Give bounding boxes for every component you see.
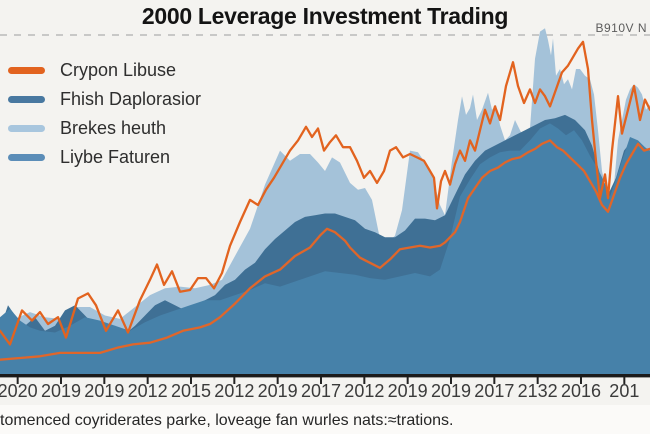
line-series bbox=[0, 40, 650, 346]
x-axis-tick-label: 2019 bbox=[430, 381, 472, 401]
legend-swatch-icon bbox=[8, 154, 45, 161]
chart-legend: Crypon Libuse Fhish Daplorasior Brekes heu… bbox=[8, 56, 201, 172]
x-axis-tick-label: 2016 bbox=[560, 381, 602, 401]
x-axis-labels: 2020 2019 2019 2012 2015 2012 2019 2017 2012 2019… bbox=[0, 381, 650, 405]
x-axis-tick-label: 2019 bbox=[84, 381, 125, 401]
x-axis-tick-label: 2017 bbox=[474, 381, 515, 401]
x-axis-tick-label: 2015 bbox=[170, 381, 212, 401]
bottom-caption: tomenced coyriderates parke, loveage fan… bbox=[0, 412, 454, 429]
legend-item-2: Fhish Daplorasior bbox=[8, 85, 201, 114]
caption-strip bbox=[0, 405, 650, 434]
x-axis-tick-label: 2020 bbox=[0, 381, 38, 401]
x-axis-tick-label: 2017 bbox=[300, 381, 342, 401]
legend-swatch-icon bbox=[8, 125, 45, 132]
x-axis-tick-label: 201 bbox=[609, 381, 640, 401]
x-axis-tick-label: 2012 bbox=[127, 381, 168, 401]
legend-item-3: Brekes heuth bbox=[8, 114, 201, 143]
x-axis-tick-label: 2012 bbox=[214, 381, 255, 401]
legend-label: Crypon Libuse bbox=[60, 60, 177, 80]
x-axis-tick-label: 2019 bbox=[257, 381, 298, 401]
x-axis-tick-label: 2012 bbox=[344, 381, 385, 401]
chart-title: 2000 Leverage Investment Trading bbox=[141, 3, 509, 29]
legend-label: Liybe Faturen bbox=[60, 147, 171, 167]
legend-label: Fhish Daplorasior bbox=[60, 89, 202, 109]
x-axis-tick-label: 2019 bbox=[40, 381, 82, 401]
legend-item-1: Crypon Libuse bbox=[8, 56, 201, 85]
x-axis-tick-label: 2019 bbox=[387, 381, 428, 401]
x-axis-tick-label: 2132 bbox=[517, 381, 558, 401]
line-series bbox=[0, 139, 650, 361]
area-series bbox=[0, 123, 650, 376]
legend-swatch-icon bbox=[8, 96, 45, 103]
legend-swatch-icon bbox=[8, 67, 45, 74]
x-axis-line bbox=[0, 374, 650, 378]
legend-label: Brekes heuth bbox=[60, 118, 167, 138]
legend-item-4: Liybe Faturen bbox=[8, 143, 201, 172]
top-right-annotation: B910V N bbox=[595, 21, 647, 35]
